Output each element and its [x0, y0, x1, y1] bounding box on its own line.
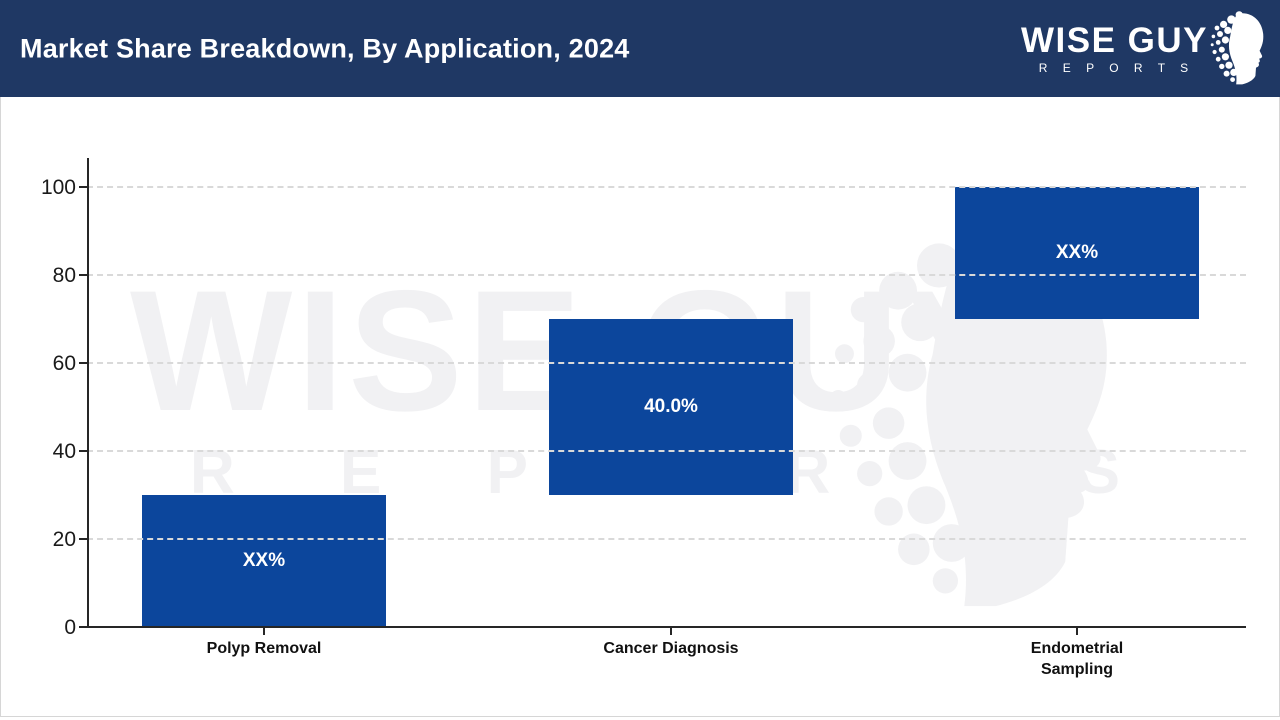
wise-guy-reports-logo: WISE GUY R E P O R T S	[1021, 8, 1266, 90]
bar-value-label: XX%	[242, 550, 286, 571]
page-title: Market Share Breakdown, By Application, …	[20, 33, 630, 63]
bar-value-label: XX%	[1055, 242, 1099, 263]
header-bar: Market Share Breakdown, By Application, …	[0, 0, 1280, 97]
bar-cancer-diagnosis: 40.0%	[549, 319, 793, 495]
bar-endometrial-sampling: XX%	[955, 187, 1199, 319]
logo-wordmark: WISE GUY	[1020, 20, 1208, 60]
bar-value-label: 40.0%	[644, 396, 698, 417]
logo-face-icon	[1210, 11, 1264, 85]
bar-polyp-removal: XX%	[142, 495, 386, 627]
logo-text: WISE GUY R E P O R T S	[1020, 20, 1208, 76]
logo-subtitle: R E P O R T S	[1038, 61, 1195, 76]
